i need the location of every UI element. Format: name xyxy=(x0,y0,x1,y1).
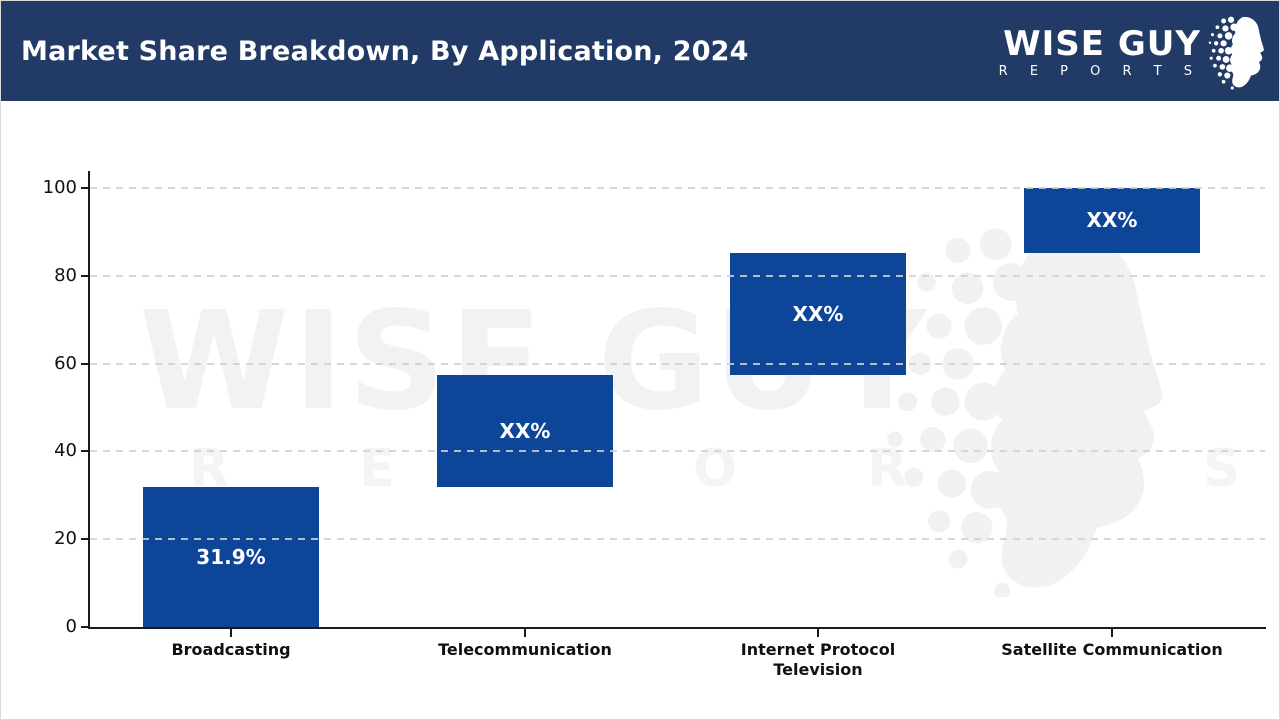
bar-value-label: XX% xyxy=(792,301,844,326)
bar-broadcasting: 31.9% xyxy=(143,486,319,627)
bar-value-label: XX% xyxy=(1086,208,1138,233)
header: Market Share Breakdown, By Application, … xyxy=(1,1,1279,101)
logo-face-icon xyxy=(1208,16,1264,90)
y-axis-line xyxy=(88,171,90,629)
y-tick-label-40: 40 xyxy=(54,440,77,462)
bar-telecommunication: XX% xyxy=(437,375,613,487)
x-tickmark-3 xyxy=(1111,629,1113,637)
y-tickmark-60 xyxy=(81,362,89,365)
y-tick-label-60: 60 xyxy=(54,352,77,374)
brand-logo-text: WISE GUY R E P O R T S xyxy=(999,26,1201,79)
gridline-100 xyxy=(90,187,1265,189)
bar-value-label: XX% xyxy=(499,418,551,443)
gridline-20 xyxy=(90,538,1265,541)
x-tickmark-0 xyxy=(230,629,232,637)
x-tickmark-2 xyxy=(817,629,819,637)
y-tickmark-0 xyxy=(81,626,89,628)
category-label: Satellite Communication xyxy=(1001,640,1223,659)
category-label: Internet Protocol Television xyxy=(740,640,896,679)
gridline-80 xyxy=(90,274,1265,277)
bar-internet-protocol-television: XX% xyxy=(730,252,906,375)
x-tickmark-1 xyxy=(524,629,526,637)
gridline-40 xyxy=(90,450,1265,453)
x-axis-line xyxy=(88,627,1266,629)
category-label: Broadcasting xyxy=(171,640,291,659)
page-title: Market Share Breakdown, By Application, … xyxy=(21,35,749,67)
y-tick-label-100: 100 xyxy=(42,177,77,198)
y-tick-label-0: 0 xyxy=(65,616,77,637)
y-tickmark-40 xyxy=(81,450,89,453)
logo-subtext: R E P O R T S xyxy=(998,63,1201,79)
bar-satellite-communication: XX% xyxy=(1024,188,1200,253)
y-tickmark-100 xyxy=(81,187,89,189)
logo-wordmark: WISE GUY xyxy=(1003,23,1201,64)
y-tickmark-20 xyxy=(81,538,89,541)
bar-value-label: 31.9% xyxy=(196,544,266,569)
y-tick-label-20: 20 xyxy=(54,528,77,550)
brand-logo: WISE GUY R E P O R T S xyxy=(999,7,1267,97)
category-label: Telecommunication xyxy=(438,640,612,659)
y-tick-label-80: 80 xyxy=(54,264,77,286)
y-tickmark-80 xyxy=(81,274,89,277)
gridline-60 xyxy=(90,362,1265,365)
